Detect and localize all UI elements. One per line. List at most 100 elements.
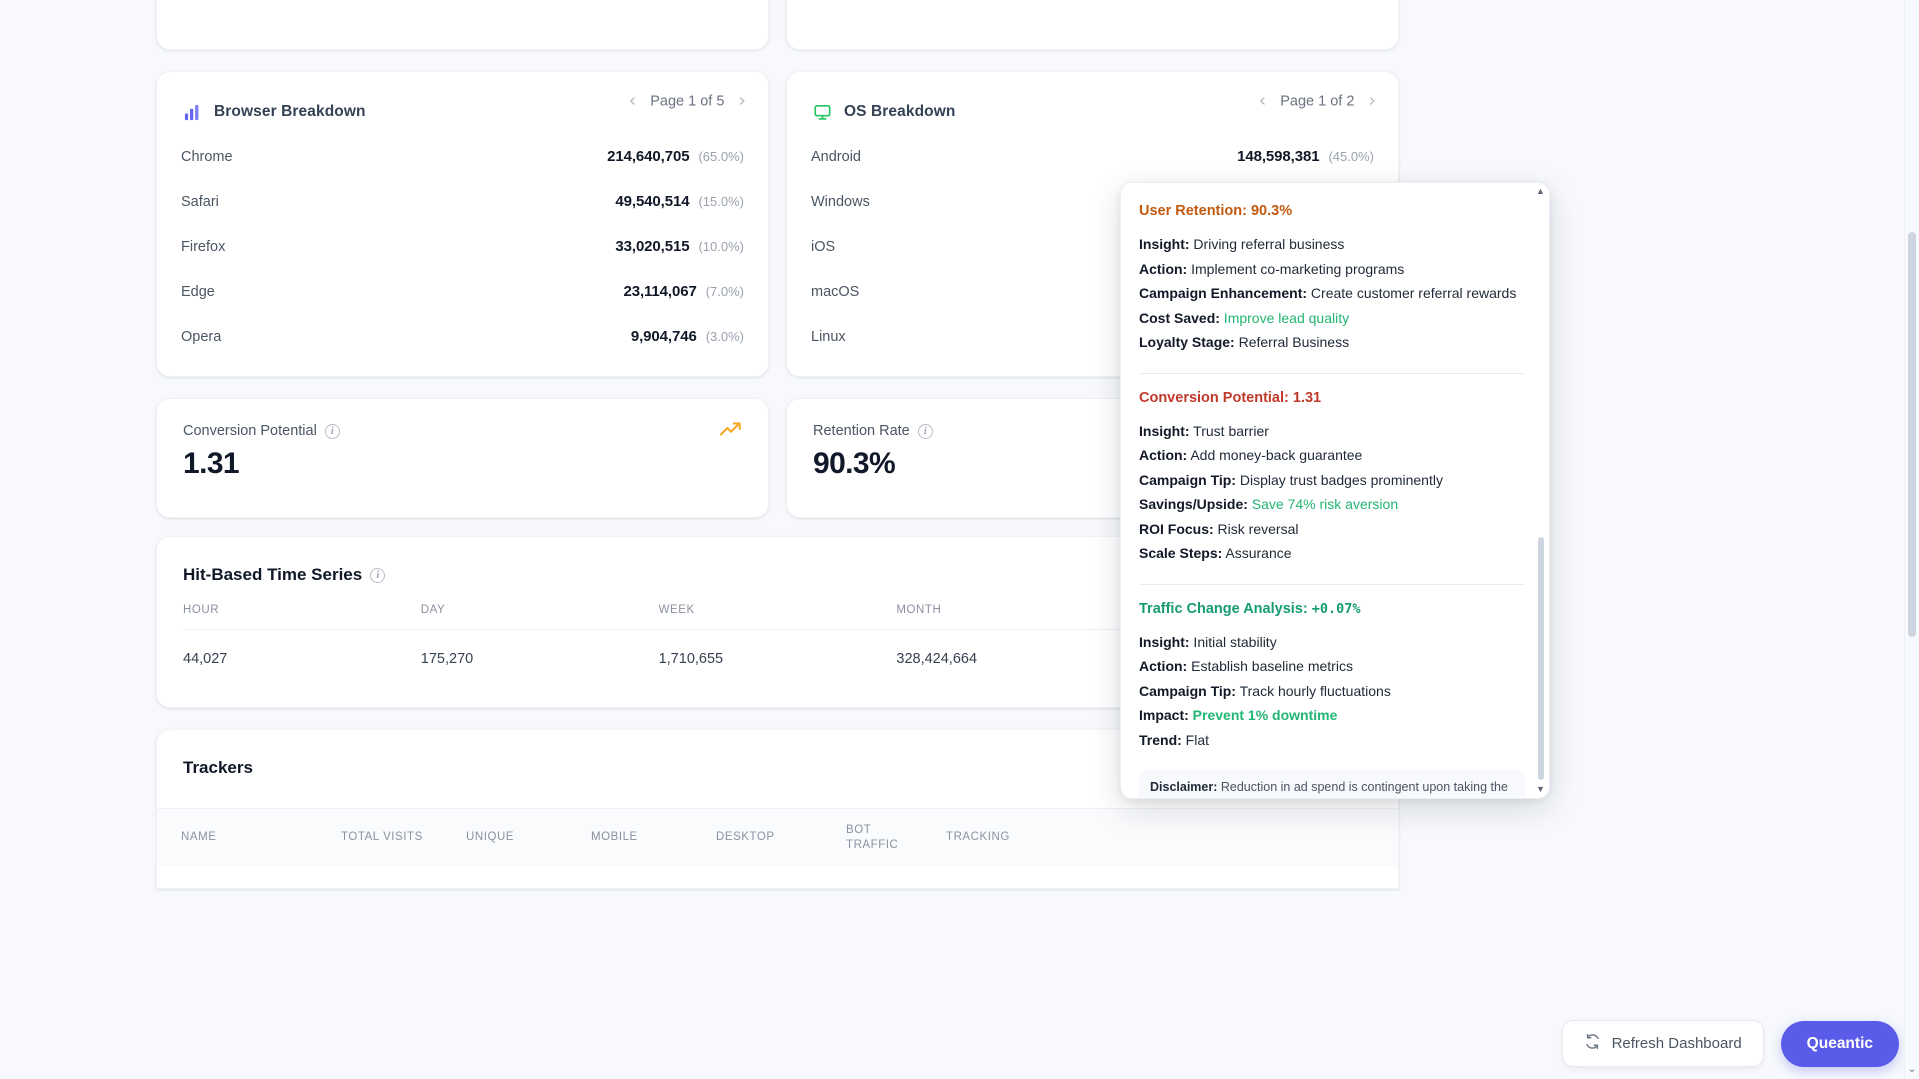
browser-pager: ‹ Page 1 of 5 › — [628, 89, 746, 112]
insight-line: Campaign Enhancement: Create customer re… — [1139, 281, 1525, 306]
insight-line: Trend: Flat — [1139, 728, 1525, 753]
os-pager-label: Page 1 of 2 — [1280, 93, 1355, 109]
insight-label: Campaign Tip: — [1139, 471, 1236, 488]
insight-tooltip-popup[interactable]: User Retention: 90.3% Insight: Driving r… — [1120, 182, 1550, 799]
os-name: Linux — [811, 328, 846, 345]
insight-label: Action: — [1139, 658, 1188, 674]
retention-rate-value: 90.3% — [813, 447, 896, 480]
insight-label: Action: — [1139, 447, 1188, 463]
info-icon[interactable]: i — [370, 567, 386, 583]
insight-label: Insight: — [1139, 633, 1190, 650]
insight-divider — [1139, 372, 1525, 374]
column-header: HOUR — [183, 604, 220, 616]
browser-breakdown-list: Chrome 214,640,705 (65.0%) Safari 49,540… — [157, 130, 768, 359]
insight-popup-content: User Retention: 90.3% Insight: Driving r… — [1121, 183, 1549, 798]
insight-text: Flat — [1181, 731, 1210, 748]
insight-text: Referral Business — [1234, 334, 1350, 350]
browser-value: 9,904,746 — [630, 328, 697, 345]
info-icon[interactable]: i — [917, 423, 933, 439]
list-item[interactable]: Firefox 33,020,515 (10.0%) — [181, 224, 744, 269]
column-header: MONTH — [896, 604, 942, 616]
insight-section-traffic-change: Traffic Change Analysis: +0.07% Insight:… — [1139, 601, 1525, 767]
insight-line: Action: Implement co-marketing programs — [1139, 257, 1525, 282]
popup-scrollbar-thumb[interactable] — [1537, 536, 1544, 780]
popup-scroll-up-icon[interactable]: ▲ — [1536, 186, 1545, 196]
list-item[interactable]: Opera 9,904,746 (3.0%) — [181, 314, 744, 359]
browser-breakdown-header: Browser Breakdown ‹ Page 1 of 5 › — [157, 72, 768, 130]
os-pager: ‹ Page 1 of 2 › — [1258, 89, 1376, 112]
insight-label: Trend: — [1139, 731, 1182, 748]
list-item[interactable]: Safari 49,540,514 (15.0%) — [181, 179, 744, 224]
monitor-icon — [811, 101, 833, 123]
disclaimer-text: Reduction in ad spend is contingent upon… — [1150, 780, 1508, 798]
insight-line: Loyalty Stage: Referral Business — [1139, 330, 1525, 355]
conversion-potential-card: Conversion Potential i 1.31 — [156, 398, 769, 518]
hit-time-series-header: Hit-Based Time Series i — [157, 537, 1398, 585]
page-scrollbar-thumb[interactable] — [1908, 232, 1916, 637]
insight-text-highlight: Prevent 1% downtime — [1188, 707, 1338, 723]
retention-rate-header: Retention Rate i — [787, 399, 1398, 439]
refresh-dashboard-label: Refresh Dashboard — [1611, 1035, 1742, 1052]
table-divider — [183, 629, 1372, 630]
list-item[interactable]: Chrome 214,640,705 (65.0%) — [181, 134, 744, 179]
column-header-tracking: TRACKING — [946, 831, 1010, 843]
insight-line: Campaign Tip: Display trust badges promi… — [1139, 468, 1525, 493]
list-item[interactable]: Edge 23,114,067 (7.0%) — [181, 269, 744, 314]
list-item[interactable]: iOS — [811, 224, 1374, 269]
insight-text: Trust barrier — [1189, 422, 1269, 439]
browser-pager-prev-button[interactable]: ‹ — [628, 89, 637, 112]
insight-label: Cost Saved: — [1139, 309, 1220, 326]
info-icon[interactable]: i — [324, 423, 340, 439]
table-cell: 328,424,664 — [896, 651, 978, 667]
refresh-dashboard-button[interactable]: Refresh Dashboard — [1561, 1020, 1764, 1067]
column-header-name: NAME — [181, 831, 217, 843]
disclaimer-label: Disclaimer: — [1150, 780, 1218, 794]
popup-scrollbar-track[interactable] — [1537, 201, 1544, 780]
table-cell: 1,710,655 — [658, 651, 724, 667]
browser-value: 23,114,067 — [623, 283, 697, 300]
insight-label: Insight: — [1139, 236, 1190, 252]
insight-line: Scale Steps: Assurance — [1139, 541, 1525, 566]
insight-label: Insight: — [1139, 422, 1190, 439]
list-item[interactable]: Android 148,598,381 (45.0%) — [811, 134, 1374, 179]
browser-breakdown-title: Browser Breakdown — [214, 103, 366, 120]
insight-line: ROI Focus: Risk reversal — [1139, 517, 1525, 542]
insight-label: Action: — [1139, 260, 1188, 277]
conversion-potential-label: Conversion Potential — [183, 423, 317, 439]
insight-heading-value: +0.07% — [1311, 600, 1361, 617]
list-item[interactable]: Linux — [811, 314, 1374, 359]
os-name: macOS — [811, 283, 860, 300]
table-cell: 175,270 — [420, 651, 474, 667]
queantic-button[interactable]: Queantic — [1780, 1020, 1899, 1067]
browser-metrics: 9,904,746 (3.0%) — [631, 328, 744, 345]
insight-heading: Traffic Change Analysis: +0.07% — [1139, 601, 1525, 617]
list-item[interactable]: Windows — [811, 179, 1374, 224]
insight-label: Loyalty Stage: — [1139, 334, 1235, 350]
os-percent: (45.0%) — [1328, 149, 1374, 164]
page-scroll-down-icon[interactable]: ⌄ — [1907, 1064, 1917, 1075]
insight-text: Assurance — [1222, 545, 1292, 561]
insight-heading: User Retention: 90.3% — [1139, 203, 1293, 219]
popup-scroll-down-icon[interactable]: ▼ — [1536, 784, 1545, 794]
list-item[interactable]: macOS — [811, 269, 1374, 314]
bar-chart-icon — [181, 101, 203, 123]
browser-pager-next-button[interactable]: › — [738, 89, 746, 112]
insight-label: Campaign Tip: — [1139, 682, 1236, 699]
browser-percent: (10.0%) — [698, 239, 744, 254]
trending-up-icon — [719, 421, 742, 442]
insight-text: Establish baseline metrics — [1187, 658, 1353, 674]
os-metrics: 148,598,381 (45.0%) — [1237, 148, 1374, 165]
retention-rate-label: Retention Rate — [813, 423, 910, 439]
insight-heading: Conversion Potential: 1.31 — [1139, 389, 1322, 406]
os-pager-prev-button[interactable]: ‹ — [1258, 89, 1267, 112]
card-chart-top-right — [786, 0, 1399, 50]
os-pager-next-button[interactable]: › — [1368, 89, 1376, 112]
insight-label: Impact: — [1139, 707, 1189, 723]
insight-heading-label: Traffic Change Analysis: — [1139, 600, 1312, 617]
refresh-icon — [1584, 1033, 1601, 1054]
page-scrollbar[interactable]: ⌄ — [1904, 0, 1919, 1079]
popup-scrollbar[interactable]: ▲ ▼ — [1534, 187, 1547, 794]
insight-line: Insight: Trust barrier — [1139, 419, 1525, 444]
insight-section-conversion-potential: Conversion Potential: 1.31 Insight: Trus… — [1139, 390, 1525, 580]
insight-text: Implement co-marketing programs — [1187, 260, 1405, 277]
